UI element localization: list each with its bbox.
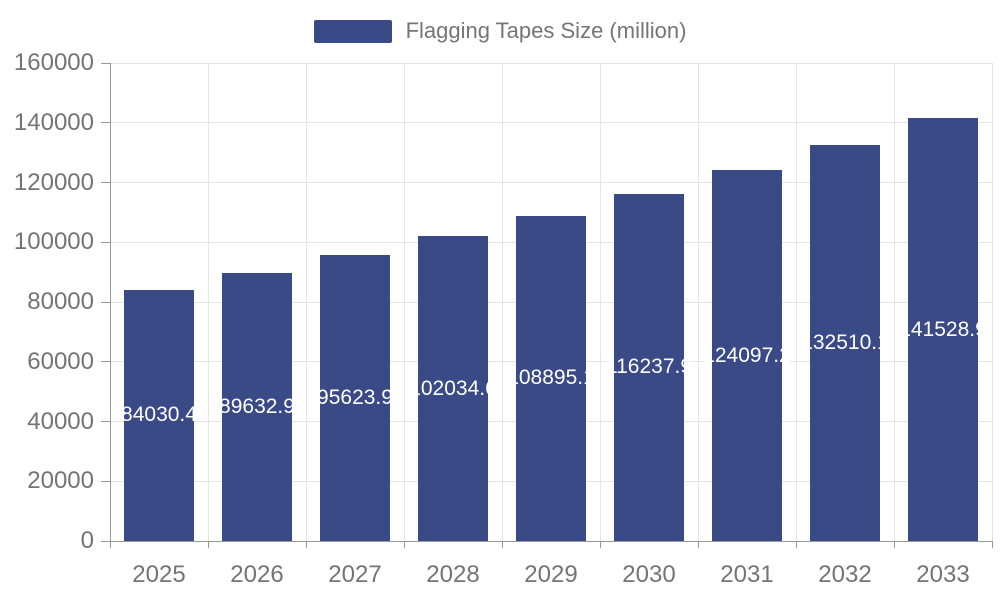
- bar-2027[interactable]: [320, 255, 390, 541]
- bar-2033[interactable]: [908, 118, 978, 541]
- y-axis-tick: [101, 241, 110, 243]
- x-axis-tick: [893, 541, 895, 548]
- y-axis-label: 40000: [27, 407, 94, 435]
- y-axis-tick: [101, 421, 110, 422]
- bar-2026[interactable]: [222, 273, 292, 541]
- legend-item[interactable]: Flagging Tapes Size (million): [0, 18, 1000, 44]
- x-axis-tick: [795, 541, 797, 548]
- y-axis-label: 100000: [13, 228, 94, 256]
- x-axis-label: 2025: [132, 561, 186, 588]
- x-axis-tick: [207, 541, 209, 548]
- x-axis-label: 2029: [524, 561, 578, 588]
- x-axis-label: 2026: [230, 561, 284, 588]
- x-axis-tick: [109, 541, 111, 548]
- x-axis-tick: [697, 541, 699, 548]
- x-axis-label: 2033: [916, 561, 970, 588]
- bar-2032[interactable]: [810, 145, 880, 541]
- y-axis-tick: [101, 62, 110, 64]
- legend-swatch: [313, 19, 392, 43]
- y-axis-label: 80000: [27, 288, 94, 315]
- x-axis-label: 2027: [328, 561, 382, 588]
- y-axis-label: 20000: [27, 467, 94, 495]
- bar-2030[interactable]: [614, 193, 684, 541]
- x-axis-tick: [403, 541, 405, 548]
- bar-2029[interactable]: [516, 215, 586, 541]
- y-axis-label: 140000: [13, 108, 94, 136]
- y-axis-label: 160000: [13, 49, 94, 76]
- x-axis-label: 2030: [622, 561, 676, 588]
- bar-2028[interactable]: [418, 236, 488, 541]
- y-axis-tick: [101, 540, 110, 542]
- bar-2025[interactable]: [124, 289, 194, 541]
- x-axis-tick: [501, 541, 503, 548]
- y-axis-tick: [101, 122, 110, 124]
- y-axis-tick: [101, 301, 110, 303]
- x-axis-tick: [991, 541, 993, 548]
- x-axis-label: 2028: [426, 561, 480, 588]
- y-axis-tick: [101, 361, 110, 363]
- y-axis-tick: [101, 480, 110, 482]
- x-axis-label: 2032: [818, 561, 872, 588]
- legend-label: Flagging Tapes Size (million): [405, 18, 687, 43]
- bar-2031[interactable]: [712, 170, 782, 541]
- x-axis-tick: [599, 541, 601, 548]
- y-axis-label: 0: [80, 527, 94, 554]
- x-axis-tick: [305, 541, 307, 548]
- y-axis-label: 60000: [27, 347, 94, 375]
- y-axis-tick: [101, 182, 110, 183]
- y-axis-label: 120000: [13, 168, 94, 196]
- x-axis-label: 2031: [720, 561, 774, 588]
